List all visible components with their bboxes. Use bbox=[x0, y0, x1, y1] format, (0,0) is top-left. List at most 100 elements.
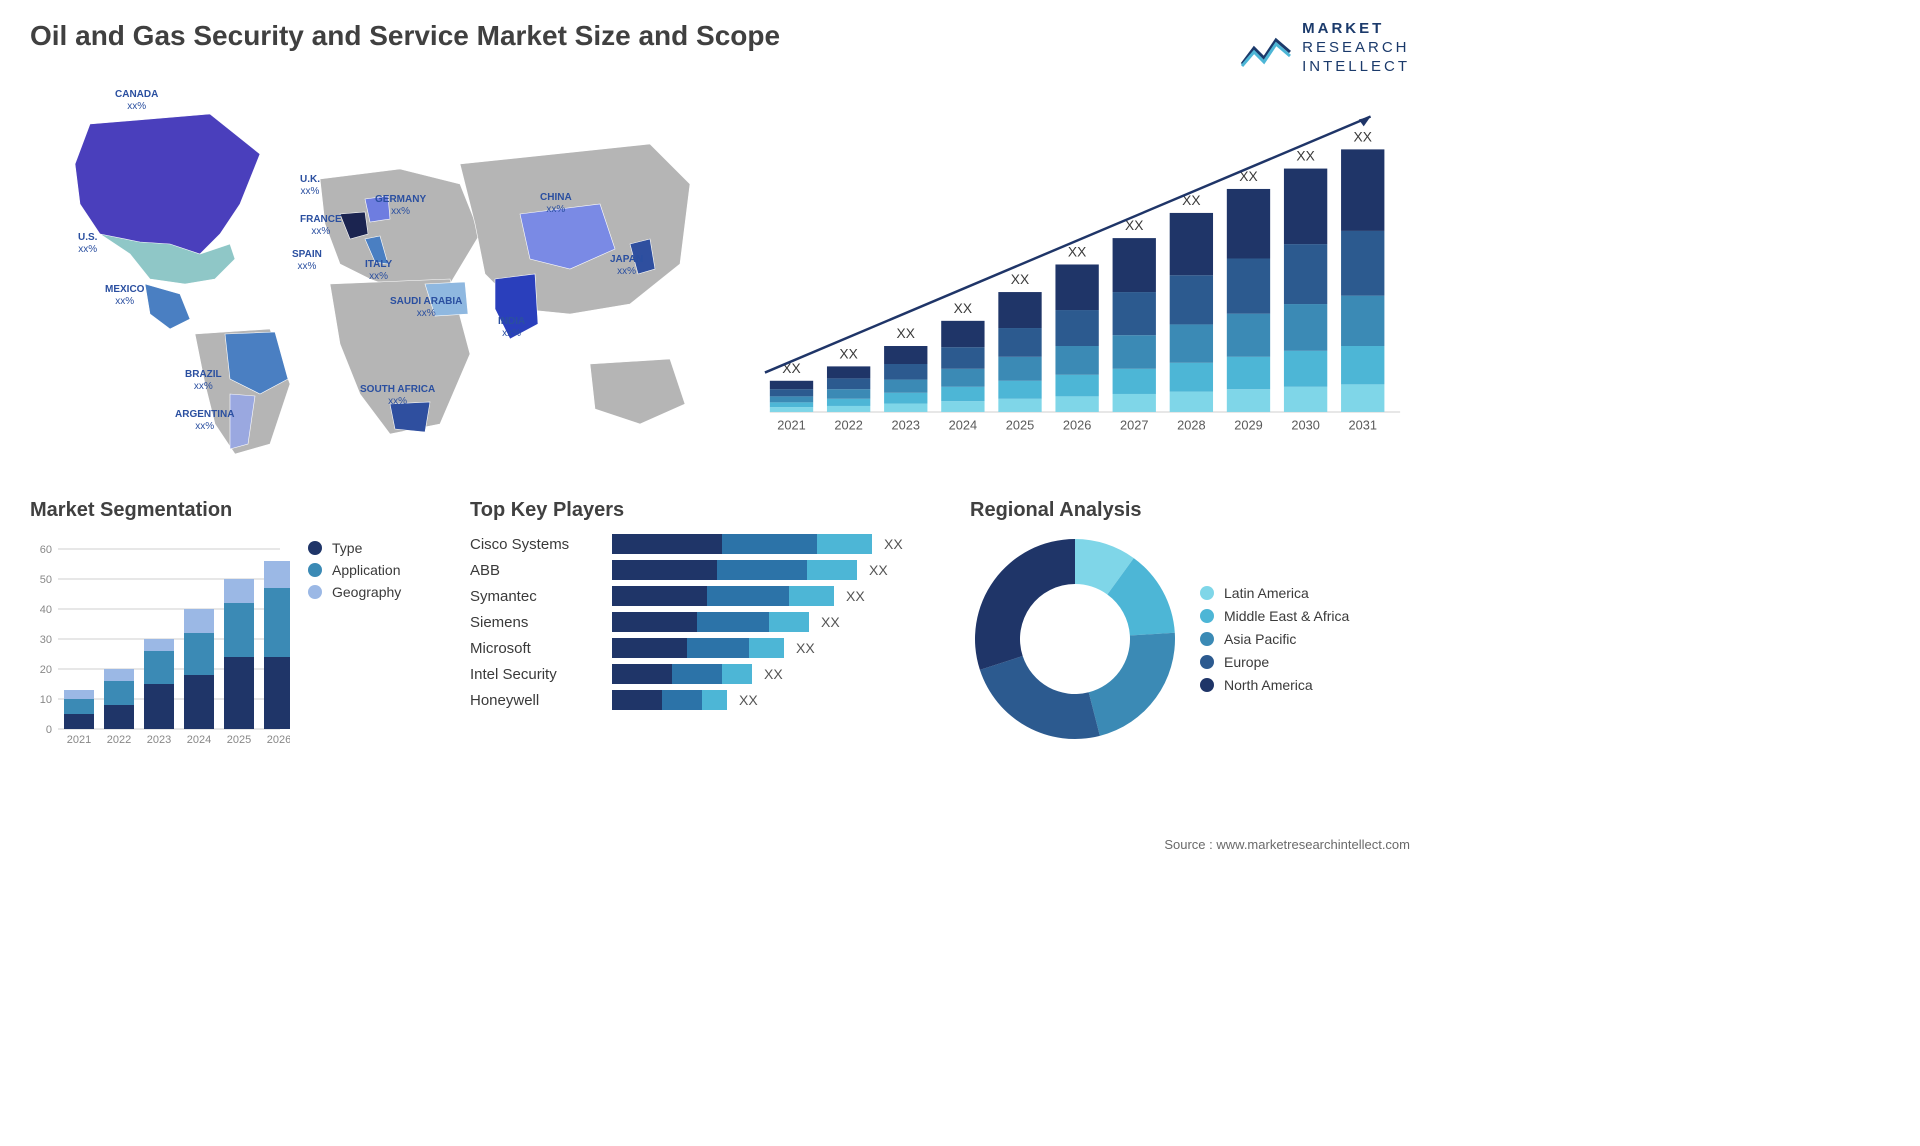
logo-line2: RESEARCH bbox=[1302, 39, 1410, 58]
forecast-chart: XX 2021 XX 2022 XX 2023 XX 2024 XX 2025 XX 2026 XX 20… bbox=[760, 84, 1410, 474]
player-value: XX bbox=[884, 536, 903, 552]
reg-legend-middle-east-africa: Middle East & Africa bbox=[1200, 608, 1349, 624]
svg-text:2021: 2021 bbox=[777, 418, 805, 433]
player-bar bbox=[612, 690, 727, 710]
map-label-japan: JAPANxx% bbox=[610, 254, 643, 277]
reg-legend-north-america: North America bbox=[1200, 677, 1349, 693]
map-label-china: CHINAxx% bbox=[540, 192, 572, 215]
map-label-mexico: MEXICOxx% bbox=[105, 284, 144, 307]
player-bar bbox=[612, 612, 809, 632]
player-row: Symantec XX bbox=[470, 586, 950, 606]
svg-text:2021: 2021 bbox=[67, 734, 91, 746]
segmentation-legend: Type Application Geography bbox=[308, 534, 401, 606]
svg-text:2022: 2022 bbox=[107, 734, 131, 746]
source-text: Source : www.marketresearchintellect.com bbox=[1164, 837, 1410, 852]
regional-panel: Regional Analysis Latin America Middle Ea… bbox=[970, 499, 1410, 779]
map-label-saudi-arabia: SAUDI ARABIAxx% bbox=[390, 296, 462, 319]
regional-title: Regional Analysis bbox=[970, 499, 1410, 522]
segmentation-panel: Market Segmentation 0 10 20 30 40 50 60 2021 202… bbox=[30, 499, 450, 779]
player-name: Siemens bbox=[470, 614, 600, 631]
player-value: XX bbox=[869, 562, 888, 578]
svg-text:60: 60 bbox=[40, 544, 52, 556]
svg-text:50: 50 bbox=[40, 574, 52, 586]
player-name: Microsoft bbox=[470, 640, 600, 657]
svg-text:XX: XX bbox=[839, 347, 857, 362]
map-label-canada: CANADAxx% bbox=[115, 89, 158, 112]
player-name: Symantec bbox=[470, 588, 600, 605]
seg-legend-type: Type bbox=[308, 540, 401, 556]
player-bar bbox=[612, 664, 752, 684]
regional-donut bbox=[970, 534, 1180, 744]
svg-text:2024: 2024 bbox=[949, 418, 977, 433]
svg-text:2023: 2023 bbox=[147, 734, 171, 746]
player-bar bbox=[612, 534, 872, 554]
svg-text:XX: XX bbox=[1354, 130, 1372, 145]
segmentation-title: Market Segmentation bbox=[30, 499, 450, 522]
map-label-argentina: ARGENTINAxx% bbox=[175, 409, 234, 432]
seg-legend-application: Application bbox=[308, 562, 401, 578]
player-name: Honeywell bbox=[470, 692, 600, 709]
map-label-italy: ITALYxx% bbox=[365, 259, 392, 282]
map-label-u.s.: U.S.xx% bbox=[78, 232, 97, 255]
players-list: Cisco SystemsXXABBXXSymantecXXSiemensXXM… bbox=[470, 534, 950, 710]
svg-text:XX: XX bbox=[954, 301, 972, 316]
svg-text:XX: XX bbox=[1296, 149, 1314, 164]
map-label-india: INDIAxx% bbox=[498, 316, 525, 339]
svg-text:2025: 2025 bbox=[1006, 418, 1034, 433]
svg-text:2031: 2031 bbox=[1348, 418, 1376, 433]
map-label-france: FRANCExx% bbox=[300, 214, 342, 237]
player-name: ABB bbox=[470, 562, 600, 579]
player-row: Intel Security XX bbox=[470, 664, 950, 684]
segmentation-chart: 0 10 20 30 40 50 60 2021 2022 2023 2024 2025 2026 bbox=[30, 534, 290, 764]
players-panel: Top Key Players Cisco SystemsXXABBXXSyma… bbox=[470, 499, 950, 779]
logo-line3: INTELLECT bbox=[1302, 58, 1410, 77]
svg-text:XX: XX bbox=[897, 326, 915, 341]
player-value: XX bbox=[846, 588, 865, 604]
player-value: XX bbox=[764, 666, 783, 682]
svg-text:XX: XX bbox=[1011, 272, 1029, 287]
svg-text:20: 20 bbox=[40, 664, 52, 676]
svg-text:0: 0 bbox=[46, 724, 52, 736]
player-value: XX bbox=[821, 614, 840, 630]
svg-text:2023: 2023 bbox=[892, 418, 920, 433]
player-value: XX bbox=[739, 692, 758, 708]
svg-text:2028: 2028 bbox=[1177, 418, 1205, 433]
svg-text:2026: 2026 bbox=[267, 734, 290, 746]
brand-logo: MARKET RESEARCH INTELLECT bbox=[1240, 20, 1410, 76]
player-row: Siemens XX bbox=[470, 612, 950, 632]
svg-text:2026: 2026 bbox=[1063, 418, 1091, 433]
seg-legend-geography: Geography bbox=[308, 584, 401, 600]
player-name: Intel Security bbox=[470, 666, 600, 683]
player-value: XX bbox=[796, 640, 815, 656]
logo-icon bbox=[1240, 28, 1292, 68]
svg-text:10: 10 bbox=[40, 694, 52, 706]
svg-text:40: 40 bbox=[40, 604, 52, 616]
svg-text:2022: 2022 bbox=[834, 418, 862, 433]
svg-text:2024: 2024 bbox=[187, 734, 211, 746]
svg-text:2027: 2027 bbox=[1120, 418, 1148, 433]
page-title: Oil and Gas Security and Service Market … bbox=[30, 20, 780, 52]
player-row: ABB XX bbox=[470, 560, 950, 580]
forecast-chart-panel: XX 2021 XX 2022 XX 2023 XX 2024 XX 2025 XX 2026 XX 20… bbox=[760, 84, 1410, 474]
reg-legend-europe: Europe bbox=[1200, 654, 1349, 670]
map-label-brazil: BRAZILxx% bbox=[185, 369, 222, 392]
map-label-south-africa: SOUTH AFRICAxx% bbox=[360, 384, 435, 407]
player-row: Honeywell XX bbox=[470, 690, 950, 710]
map-label-germany: GERMANYxx% bbox=[375, 194, 426, 217]
svg-text:30: 30 bbox=[40, 634, 52, 646]
player-name: Cisco Systems bbox=[470, 536, 600, 553]
logo-line1: MARKET bbox=[1302, 20, 1384, 37]
player-bar bbox=[612, 638, 784, 658]
player-row: Microsoft XX bbox=[470, 638, 950, 658]
svg-text:2029: 2029 bbox=[1234, 418, 1262, 433]
svg-text:XX: XX bbox=[1068, 245, 1086, 260]
reg-legend-asia-pacific: Asia Pacific bbox=[1200, 631, 1349, 647]
map-label-u.k.: U.K.xx% bbox=[300, 174, 320, 197]
reg-legend-latin-america: Latin America bbox=[1200, 585, 1349, 601]
svg-text:2025: 2025 bbox=[227, 734, 251, 746]
regional-legend: Latin America Middle East & Africa Asia Pa… bbox=[1200, 578, 1349, 700]
player-row: Cisco Systems XX bbox=[470, 534, 950, 554]
player-bar bbox=[612, 560, 857, 580]
svg-text:2030: 2030 bbox=[1291, 418, 1319, 433]
world-map-panel: CANADAxx% U.S.xx% MEXICOxx% BRAZILxx% ARGENT… bbox=[30, 84, 730, 474]
